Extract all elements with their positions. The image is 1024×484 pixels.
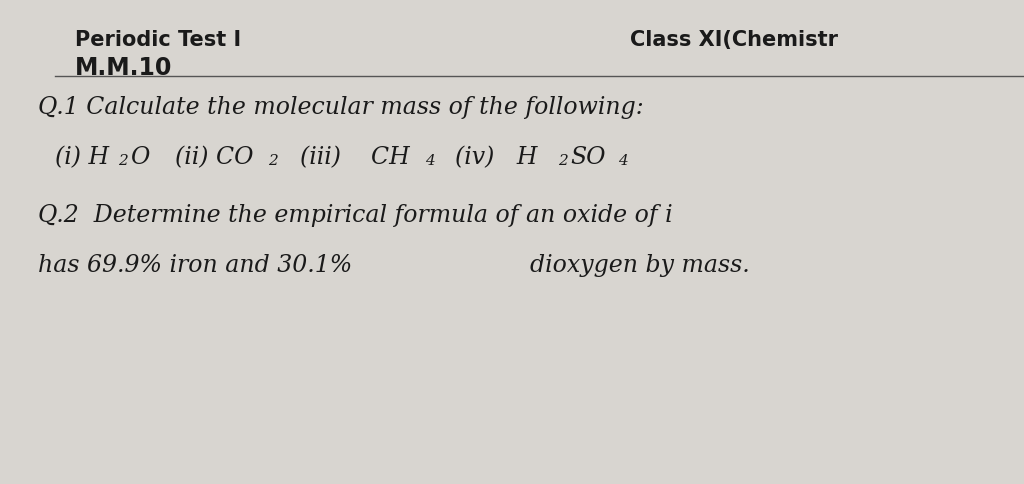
Text: Periodic Test I: Periodic Test I	[75, 30, 241, 50]
Text: 2: 2	[268, 154, 278, 168]
Text: Q.1 Calculate the molecular mass of the following:: Q.1 Calculate the molecular mass of the …	[38, 96, 644, 119]
Text: 4: 4	[618, 154, 628, 168]
Text: (ii) CO: (ii) CO	[175, 146, 254, 169]
Text: O: O	[130, 146, 150, 169]
Text: Q.2  Determine the empirical formula of an oxide of i: Q.2 Determine the empirical formula of a…	[38, 204, 673, 227]
Text: (i) H: (i) H	[55, 146, 110, 169]
Text: (iii)    CH: (iii) CH	[300, 146, 410, 169]
Text: has 69.9% iron and 30.1%: has 69.9% iron and 30.1%	[38, 254, 352, 277]
Text: 4: 4	[425, 154, 435, 168]
Text: Class XI(Chemistr: Class XI(Chemistr	[630, 30, 838, 50]
Text: SO: SO	[570, 146, 605, 169]
Text: 2: 2	[118, 154, 128, 168]
Text: dioxygen by mass.: dioxygen by mass.	[530, 254, 750, 277]
Text: (iv)   H: (iv) H	[455, 146, 538, 169]
Text: 2: 2	[558, 154, 567, 168]
Text: M.M.10: M.M.10	[75, 56, 172, 80]
